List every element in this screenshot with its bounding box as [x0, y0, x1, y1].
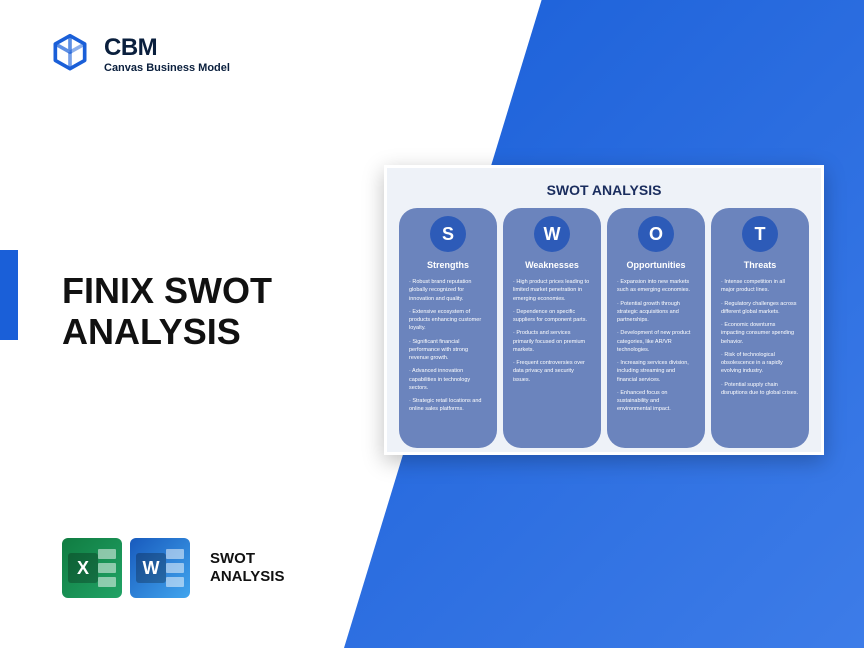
logo-area: CBM Canvas Business Model — [48, 32, 230, 76]
swot-letter-w: W — [534, 216, 570, 252]
swot-items-opportunities: · Expansion into new markets such as eme… — [615, 278, 697, 419]
bottom-label-line-2: ANALYSIS — [210, 568, 284, 586]
main-title: FINIX SWOT ANALYSIS — [62, 270, 272, 353]
swot-heading-threats: Threats — [744, 260, 777, 270]
bottom-label: SWOT ANALYSIS — [210, 550, 284, 586]
page-canvas: CBM Canvas Business Model FINIX SWOT ANA… — [0, 0, 864, 648]
swot-letter-o: O — [638, 216, 674, 252]
swot-col-weaknesses: W Weaknesses · High product prices leadi… — [503, 208, 601, 448]
swot-letter-t: T — [742, 216, 778, 252]
excel-bars — [98, 549, 116, 587]
logo-text: CBM Canvas Business Model — [104, 34, 230, 74]
swot-grid: S Strengths · Robust brand reputation gl… — [399, 208, 809, 448]
title-line-1: FINIX SWOT — [62, 270, 272, 311]
bottom-label-line-1: SWOT — [210, 550, 284, 568]
word-letter: W — [136, 553, 166, 583]
swot-heading-opportunities: Opportunities — [627, 260, 686, 270]
swot-col-threats: T Threats · Intense competition in all m… — [711, 208, 809, 448]
accent-bar — [0, 250, 18, 340]
word-bars — [166, 549, 184, 587]
swot-card: SWOT ANALYSIS S Strengths · Robust brand… — [384, 165, 824, 455]
swot-heading-strengths: Strengths — [427, 260, 469, 270]
swot-letter-s: S — [430, 216, 466, 252]
swot-col-opportunities: O Opportunities · Expansion into new mar… — [607, 208, 705, 448]
bottom-area: X W SWOT ANALYSIS — [62, 538, 284, 598]
word-icon: W — [130, 538, 190, 598]
swot-heading-weaknesses: Weaknesses — [525, 260, 579, 270]
cbm-logo-icon — [48, 32, 92, 76]
excel-letter: X — [68, 553, 98, 583]
swot-card-title: SWOT ANALYSIS — [399, 182, 809, 198]
swot-items-strengths: · Robust brand reputation globally recog… — [407, 278, 489, 419]
logo-title: CBM — [104, 34, 230, 62]
swot-col-strengths: S Strengths · Robust brand reputation gl… — [399, 208, 497, 448]
logo-subtitle: Canvas Business Model — [104, 62, 230, 74]
excel-icon: X — [62, 538, 122, 598]
swot-items-threats: · Intense competition in all major produ… — [719, 278, 801, 402]
swot-items-weaknesses: · High product prices leading to limited… — [511, 278, 593, 389]
title-line-2: ANALYSIS — [62, 311, 272, 352]
